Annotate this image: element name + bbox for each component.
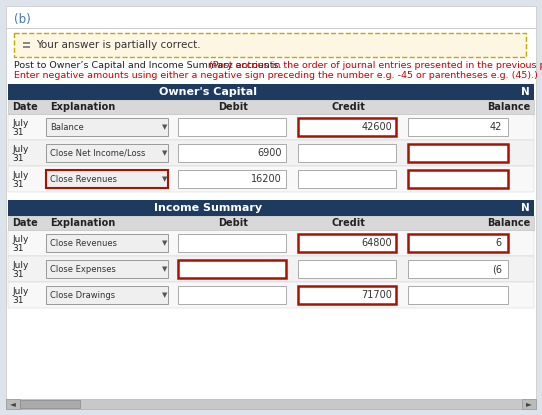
Bar — [298, 144, 396, 162]
Bar — [46, 170, 168, 188]
Bar — [46, 260, 168, 278]
Text: Close Revenues: Close Revenues — [50, 239, 117, 247]
Text: ▼: ▼ — [162, 176, 167, 182]
Text: 71700: 71700 — [361, 290, 392, 300]
Bar — [178, 234, 286, 252]
Text: Close Revenues: Close Revenues — [50, 174, 117, 183]
Bar — [408, 170, 508, 188]
Text: ▼: ▼ — [162, 266, 167, 272]
Bar — [8, 230, 534, 256]
Text: (Post entries in the order of journal entries presented in the previous part.: (Post entries in the order of journal en… — [209, 61, 542, 69]
Bar — [298, 286, 396, 304]
Bar — [408, 144, 508, 162]
Text: Date: Date — [12, 218, 38, 228]
Bar — [298, 170, 396, 188]
Text: Post to Owner’s Capital and Income Summary accounts.: Post to Owner’s Capital and Income Summa… — [14, 61, 281, 69]
Bar — [6, 28, 536, 29]
Bar — [8, 256, 534, 282]
Text: Credit: Credit — [331, 218, 365, 228]
Text: Close Net Income/Loss: Close Net Income/Loss — [50, 149, 145, 158]
Bar — [8, 114, 534, 140]
Bar — [298, 234, 396, 252]
Text: ◄: ◄ — [10, 400, 16, 408]
Bar — [8, 140, 534, 166]
Text: Your answer is partially correct.: Your answer is partially correct. — [36, 40, 201, 50]
Text: July: July — [12, 234, 28, 244]
Text: Income Summary: Income Summary — [154, 203, 262, 213]
Bar — [408, 118, 508, 136]
Bar — [46, 234, 168, 252]
Text: 42600: 42600 — [362, 122, 392, 132]
Bar — [6, 399, 20, 409]
Bar — [23, 42, 30, 44]
Bar — [6, 399, 536, 409]
Text: 16200: 16200 — [251, 174, 282, 184]
Text: 64800: 64800 — [362, 238, 392, 248]
Bar — [8, 166, 534, 192]
Text: Date: Date — [12, 102, 38, 112]
Bar — [8, 84, 534, 100]
Bar — [408, 234, 508, 252]
Text: July: July — [12, 119, 28, 127]
Text: July: July — [12, 261, 28, 269]
Text: Credit: Credit — [331, 102, 365, 112]
Text: Close Drawings: Close Drawings — [50, 290, 115, 300]
Text: Enter negative amounts using either a negative sign preceding the number e.g. -4: Enter negative amounts using either a ne… — [14, 71, 538, 80]
Bar — [178, 144, 286, 162]
Bar — [8, 216, 534, 230]
Bar — [46, 118, 168, 136]
Bar — [8, 100, 534, 114]
Text: Balance: Balance — [487, 218, 530, 228]
Bar — [178, 118, 286, 136]
Text: July: July — [12, 144, 28, 154]
Text: (6: (6 — [492, 264, 502, 274]
Text: 6900: 6900 — [257, 148, 282, 158]
Bar — [298, 260, 396, 278]
Text: July: July — [12, 286, 28, 295]
Text: July: July — [12, 171, 28, 180]
Bar — [178, 260, 286, 278]
Text: 42: 42 — [489, 122, 502, 132]
Text: 31: 31 — [12, 180, 23, 188]
Bar — [8, 282, 534, 308]
Text: N: N — [521, 203, 530, 213]
Text: (b): (b) — [14, 12, 31, 25]
Bar — [14, 33, 526, 57]
Bar — [46, 144, 168, 162]
Text: Explanation: Explanation — [50, 102, 115, 112]
Bar — [408, 260, 508, 278]
Text: ►: ► — [526, 400, 532, 408]
Bar — [8, 200, 534, 216]
Text: 31: 31 — [12, 295, 23, 305]
Bar — [522, 399, 536, 409]
Text: Close Expenses: Close Expenses — [50, 264, 116, 273]
Text: ▼: ▼ — [162, 240, 167, 246]
Bar — [23, 46, 30, 48]
Text: Balance: Balance — [50, 122, 84, 132]
Bar — [408, 286, 508, 304]
Text: Owner's Capital: Owner's Capital — [159, 87, 257, 97]
Text: 31: 31 — [12, 127, 23, 137]
Text: ▼: ▼ — [162, 124, 167, 130]
Text: 31: 31 — [12, 269, 23, 278]
Text: Balance: Balance — [487, 102, 530, 112]
Text: Debit: Debit — [218, 102, 248, 112]
Text: Debit: Debit — [218, 218, 248, 228]
Bar — [298, 118, 396, 136]
Bar — [178, 170, 286, 188]
Text: N: N — [521, 87, 530, 97]
Text: 31: 31 — [12, 154, 23, 163]
Text: Explanation: Explanation — [50, 218, 115, 228]
Bar — [178, 286, 286, 304]
Text: ▼: ▼ — [162, 292, 167, 298]
Text: 6: 6 — [496, 238, 502, 248]
Bar — [20, 400, 80, 408]
Text: ▼: ▼ — [162, 150, 167, 156]
Text: 31: 31 — [12, 244, 23, 252]
Bar — [46, 286, 168, 304]
